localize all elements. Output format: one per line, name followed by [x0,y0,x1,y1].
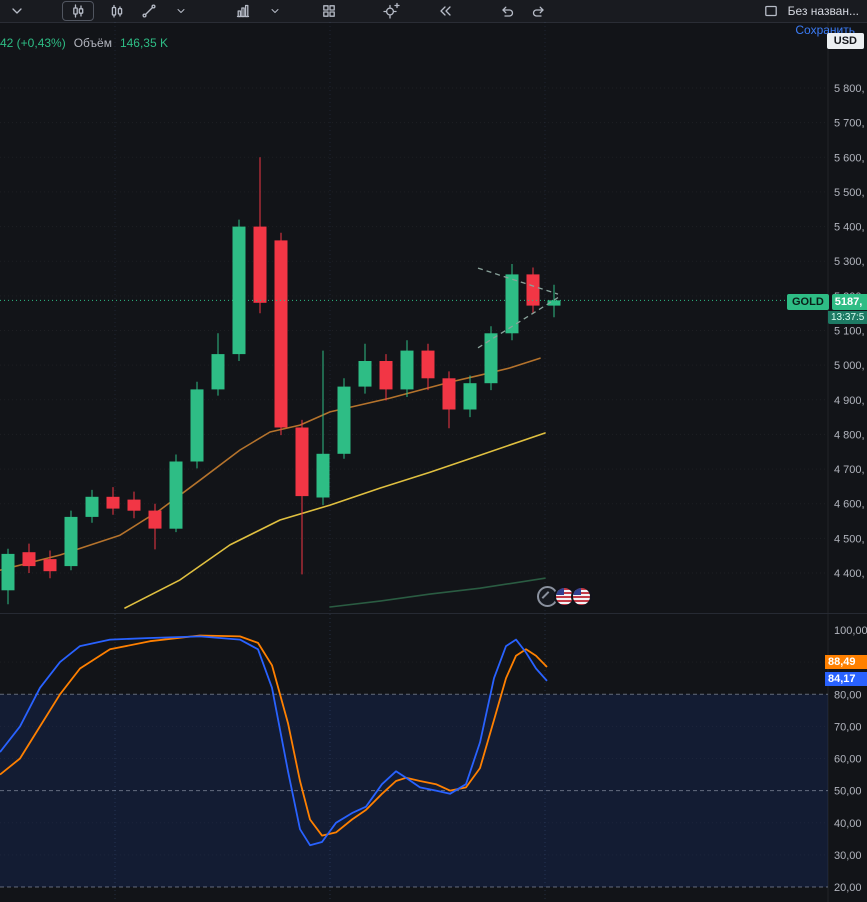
chart-type-menu-chevron-icon[interactable] [172,2,190,20]
svg-text:5 100,: 5 100, [834,326,865,338]
trendline-tool-icon[interactable] [140,2,158,20]
top-toolbar: Без назван... [0,0,867,23]
panel-divider[interactable] [0,613,867,614]
undo-icon[interactable] [498,2,516,20]
svg-text:30,00: 30,00 [834,850,862,862]
stoch-d-badge: 88,49 [825,655,867,669]
chevron-down-icon[interactable] [8,2,26,20]
indicators-icon[interactable] [234,2,252,20]
us-flag-icon[interactable] [571,586,592,607]
svg-text:20,00: 20,00 [834,882,862,894]
svg-text:5 800,: 5 800, [834,83,865,95]
volume-label: Объём [73,36,112,50]
economic-event-markers [537,586,592,607]
svg-text:50,00: 50,00 [834,786,862,798]
price-change-label: 42 (+0,43%) [0,36,66,50]
svg-text:5 400,: 5 400, [834,222,865,234]
replay-rewind-icon[interactable] [436,2,454,20]
layout-name[interactable]: Без назван... [787,4,859,18]
grid-layout-icon[interactable] [320,2,338,20]
indicators-chevron-icon[interactable] [266,2,284,20]
redo-icon[interactable] [530,2,548,20]
last-price-badge: 5187, [831,294,867,310]
svg-text:40,00: 40,00 [834,818,862,830]
alert-crosshair-icon[interactable] [382,2,400,20]
svg-text:5 000,: 5 000, [834,360,865,372]
stochastic-panel-canvas[interactable]: 100,0090,0080,0070,0060,0050,0040,0030,0… [0,614,867,902]
svg-text:80,00: 80,00 [834,689,862,701]
bar-countdown: 13:37:5 [828,311,867,324]
svg-text:5 600,: 5 600, [834,152,865,164]
svg-text:5 700,: 5 700, [834,118,865,130]
last-price-axis-badge: GOLD 5187, 13:37:5 [787,294,867,324]
svg-text:4 400,: 4 400, [834,568,865,580]
chart-legend: 42 (+0,43%) Объём 146,35 K [0,36,168,50]
svg-text:100,00: 100,00 [834,625,867,637]
candlestick-chart-type-button[interactable] [62,1,94,21]
symbol-badge: GOLD [787,294,829,310]
svg-text:4 600,: 4 600, [834,499,865,511]
svg-text:5 300,: 5 300, [834,256,865,268]
svg-text:70,00: 70,00 [834,721,862,733]
svg-text:4 800,: 4 800, [834,429,865,441]
svg-text:5 500,: 5 500, [834,187,865,199]
svg-text:4 500,: 4 500, [834,533,865,545]
main-chart-canvas[interactable]: 5 800,5 700,5 600,5 500,5 400,5 300,5 20… [0,22,867,613]
stoch-k-badge: 84,17 [825,672,867,686]
svg-text:4 700,: 4 700, [834,464,865,476]
volume-value: 146,35 K [119,36,168,50]
svg-text:4 900,: 4 900, [834,395,865,407]
hollow-candles-icon[interactable] [108,2,126,20]
svg-text:60,00: 60,00 [834,754,862,766]
currency-button[interactable]: USD [826,33,864,49]
screenshot-icon[interactable] [762,2,780,20]
